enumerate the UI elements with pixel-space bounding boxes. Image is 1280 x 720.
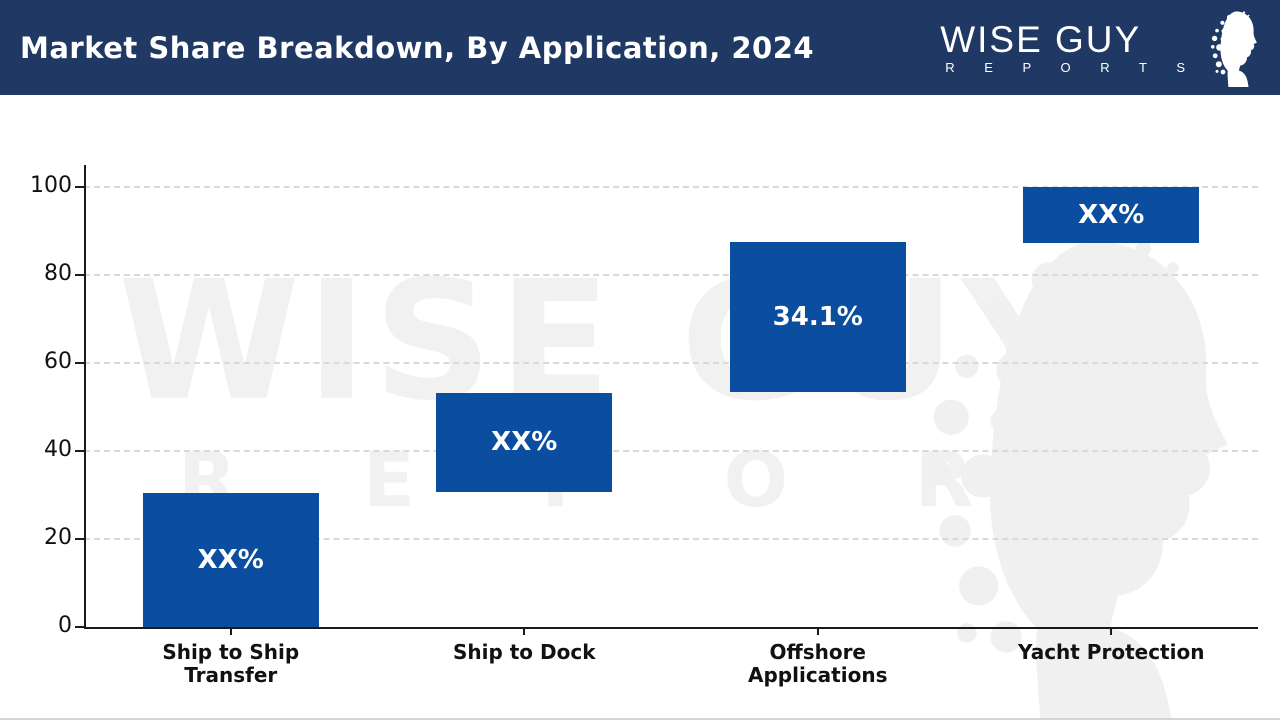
logo-wordmark: WISE GUY [940, 19, 1142, 60]
y-tick-mark [75, 274, 84, 276]
y-tick-mark [75, 186, 84, 188]
y-tick-label: 0 [58, 613, 72, 638]
x-tick-mark [523, 627, 526, 635]
x-axis-line [84, 627, 1258, 629]
logo-text: WISE GUY R E P O R T S [940, 21, 1198, 74]
header-bar: Market Share Breakdown, By Application, … [0, 0, 1280, 95]
x-axis-label-offshore-applications: Offshore Applications [748, 640, 888, 687]
y-tick-label: 20 [44, 525, 72, 550]
gridline-80 [84, 274, 1258, 276]
y-tick-label: 100 [30, 173, 72, 198]
gridline-40 [84, 450, 1258, 452]
bar-value-label: 34.1% [772, 302, 863, 333]
y-tick-label: 60 [44, 349, 72, 374]
y-tick-mark [75, 362, 84, 364]
bar-value-label: XX% [1078, 199, 1145, 230]
gridline-60 [84, 362, 1258, 364]
bar-ship-to-dock: XX% [436, 392, 613, 492]
x-axis-label-yacht-protection: Yacht Protection [1018, 640, 1205, 664]
bar-value-label: XX% [491, 427, 558, 458]
logo-head-icon [1211, 10, 1257, 87]
bar-offshore-applications: 34.1% [729, 242, 906, 393]
logo-subtitle: R E P O R T S [945, 60, 1198, 75]
y-tick-mark [75, 626, 84, 628]
chart-area: WISE GUY R E P O R T S 020406080100XX%Sh… [0, 95, 1280, 718]
gridline-20 [84, 538, 1258, 540]
page-title: Market Share Breakdown, By Application, … [20, 30, 815, 65]
x-tick-mark [816, 627, 819, 635]
y-tick-mark [75, 538, 84, 540]
y-tick-label: 80 [44, 261, 72, 286]
x-tick-mark [229, 627, 232, 635]
y-tick-label: 40 [44, 437, 72, 462]
bar-value-label: XX% [197, 544, 264, 575]
waterfall-chart: 0 20 40 60 80 100 XX% Ship to Ship Transfer XX% Sh… [0, 95, 1280, 718]
bar-yacht-protection: XX% [1023, 187, 1200, 243]
bar-ship-to-ship-transfer: XX% [142, 492, 319, 627]
y-axis-line [84, 165, 86, 629]
x-axis-label-ship-to-ship-transfer: Ship to Ship Transfer [162, 640, 300, 687]
y-tick-mark [75, 450, 84, 452]
wise-guy-logo: WISE GUY R E P O R T S [940, 0, 1262, 95]
gridline-100 [84, 186, 1258, 188]
x-axis-label-ship-to-dock: Ship to Dock [452, 640, 596, 664]
